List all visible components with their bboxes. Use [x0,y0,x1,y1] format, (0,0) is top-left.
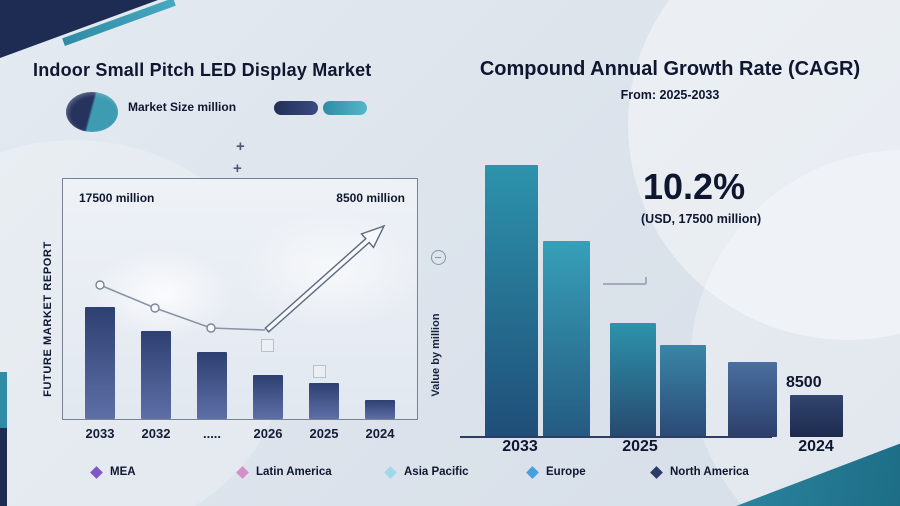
legend-item-latin-america: Latin America [236,465,332,479]
left-chart-bars [62,178,418,419]
watermark-square-icon [261,339,274,352]
right-chart-bar-2025-4 [660,345,706,437]
step-line-decoration [603,283,646,285]
left-chart-panel: 17500 million 8500 million [62,178,418,420]
circle-minus-icon [431,250,446,265]
market-size-legend-label: Market Size million [128,100,237,114]
trend-line-arrow [95,224,386,333]
right-chart-x-label-2025: 2025 [622,438,658,455]
left-chart-bar-2033 [85,307,115,419]
left-chart-x-label: ..... [202,426,222,441]
right-chart-bar-2024-6 [790,395,843,437]
minus-bar [435,256,441,259]
left-chart-bar-2025 [309,383,339,419]
left-chart-bar-..... [197,352,227,419]
scale-pill-navy [274,101,318,115]
right-chart-axis-line [460,436,772,438]
market-size-legend-icon [66,92,118,132]
left-edge-teal-stripe [0,372,7,430]
legend-diamond-icon [526,465,539,479]
min-value-annotation: 8500 million [336,191,405,205]
left-chart-title: Indoor Small Pitch LED Display Market [33,60,372,80]
plus-icon: + [236,138,245,155]
right-chart-y-axis-label: Value by million [430,313,442,397]
right-chart-bar-2033-1 [485,165,538,437]
max-value-annotation: 17500 million [79,191,155,205]
right-chart-x-label-2033: 2033 [502,438,538,455]
right-chart-subtitle: From: 2025-2033 [620,88,720,102]
left-chart-x-label: 2033 [85,426,115,441]
legend-diamond-icon [384,465,397,479]
legend-label: Europe [546,466,586,478]
right-chart-bar-2033-2 [543,241,590,437]
legend-label: Asia Pacific [404,466,469,478]
corner-accent-triangle [0,0,158,58]
scale-pill-teal [323,101,367,115]
right-chart-x-label-2024: 2024 [798,438,834,455]
left-edge-navy-stripe [0,428,7,506]
legend-label: Latin America [256,466,332,478]
right-chart-bar-2024-5 [728,362,777,437]
legend-diamond-icon [650,465,663,479]
watermark-square-icon [313,365,326,378]
left-chart-y-axis-label: FUTURE MARKET REPORT [42,241,54,397]
bar-value-label: 8500 [786,374,822,391]
left-chart-x-label: 2024 [365,426,395,441]
legend-item-asia-pacific: Asia Pacific [384,465,469,479]
plus-icon: + [233,160,242,177]
left-chart-x-label: 2032 [141,426,171,441]
legend-item-europe: Europe [526,465,586,479]
right-chart-title: Compound Annual Growth Rate (CAGR) [479,58,861,80]
left-chart-x-label: 2026 [253,426,283,441]
left-chart-x-label: 2025 [309,426,339,441]
cagr-note: (USD, 17500 million) [641,212,762,226]
cagr-value: 10.2% [643,166,746,207]
right-chart-bar-2025-3 [610,323,656,437]
step-line-decoration [645,277,647,284]
left-chart-bar-2032 [141,331,171,419]
left-chart-bar-2024 [365,400,395,419]
left-chart-x-axis: 2033 2032..... 2026 2025 2024 [62,426,418,441]
left-chart-bar-2026 [253,375,283,419]
